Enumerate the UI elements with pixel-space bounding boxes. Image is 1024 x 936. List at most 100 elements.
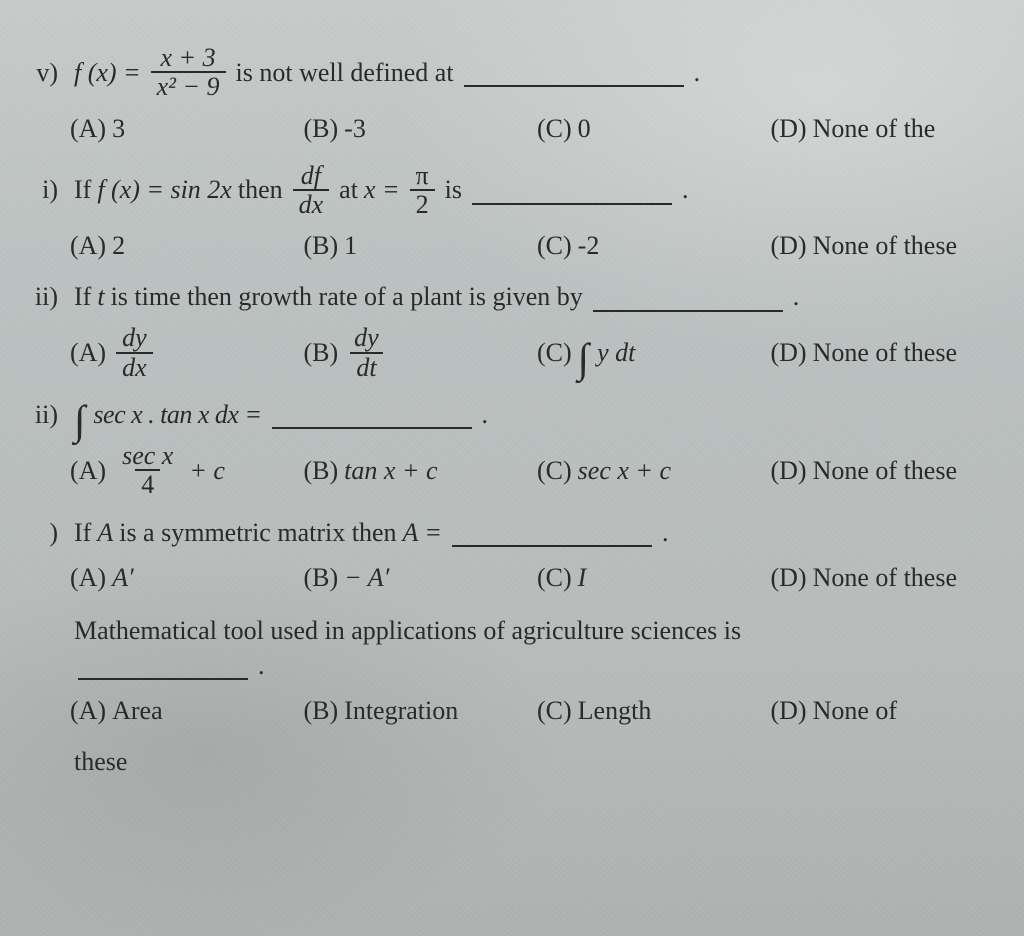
fraction-num: df [295,162,327,189]
opt-label: (A) [70,335,106,370]
option-a[interactable]: (A) 3 [70,111,294,146]
integral-icon: ∫ [578,346,589,371]
fraction-num: x + 3 [155,44,222,71]
q-number: i) [12,172,62,207]
is: is [445,172,462,207]
q-stem: Mathematical tool used in applications o… [74,613,994,648]
opt-label: (C) [537,693,572,728]
pi-over-2: π 2 [410,162,435,219]
option-d[interactable]: (D) None of the [771,111,995,146]
question-v: v) f (x) = x + 3 x² − 9 is not well defi… [12,44,994,146]
opt-value: None of these [813,560,957,595]
option-c[interactable]: (C) Length [537,693,761,728]
option-b[interactable]: (B) 1 [304,228,528,263]
q-stem: If f (x) = sin 2x then df dx at x = π 2 … [74,162,994,219]
period: . [258,648,265,683]
opt-label: (C) [537,111,572,146]
fraction-num: dy [116,324,153,351]
q-stem: If t is time then growth rate of a plant… [74,279,994,314]
options: (A) 3 (B) -3 (C) 0 (D) None of the [70,111,994,146]
answer-blank[interactable] [452,518,652,547]
opt-label: (D) [771,335,807,370]
options: (A) Area (B) Integration (C) Length (D) … [70,693,994,728]
answer-blank[interactable] [593,282,783,311]
opt-value: I [578,560,587,595]
option-c[interactable]: (C) I [537,560,761,595]
period: . [482,397,489,432]
at: at [339,172,358,207]
opt-label: (B) [304,111,339,146]
option-c[interactable]: (C) -2 [537,228,761,263]
option-c[interactable]: (C) 0 [537,111,761,146]
period: . [682,172,689,207]
opt-value: Integration [344,693,458,728]
fraction-den: dx [116,352,153,381]
option-b[interactable]: (B) dy dt [304,324,528,381]
option-a[interactable]: (A) sec x 4 + c [70,442,294,499]
if: If [74,172,91,207]
option-b[interactable]: (B) -3 [304,111,528,146]
option-b[interactable]: (B) Integration [304,693,528,728]
option-d[interactable]: (D) None of [771,693,995,728]
option-d[interactable]: (D) None of these [771,228,995,263]
option-d[interactable]: (D) None of these [771,324,995,381]
opt-value: None of these [813,453,957,488]
opt-value: None of the [813,111,936,146]
then: then [238,172,283,207]
option-d[interactable]: (D) None of these [771,560,995,595]
opt-value: 2 [112,228,125,263]
opt-value: None of these [813,335,957,370]
question-ix: ) If A is a symmetric matrix then A = . … [12,515,994,595]
q-number: ii) [12,397,62,432]
opt-label: (D) [771,693,807,728]
option-d[interactable]: (D) None of these [771,442,995,499]
opt-value: 0 [578,111,591,146]
opt-label: (A) [70,560,106,595]
opt-value: None of [813,693,897,728]
options: (A) 2 (B) 1 (C) -2 (D) None of these [70,228,994,263]
opt-value: None of these [813,228,957,263]
answer-blank[interactable] [464,58,684,87]
blank-row: . [74,648,994,683]
opt-label: (A) [70,693,106,728]
option-a[interactable]: (A) 2 [70,228,294,263]
option-a[interactable]: (A) Area [70,693,294,728]
option-c[interactable]: (C) ∫ y dt [537,324,761,381]
opt-label: (D) [771,228,807,263]
if: If [74,279,91,314]
opt-label: (A) [70,111,106,146]
answer-blank[interactable] [272,400,472,429]
option-b[interactable]: (B) − A′ [304,560,528,595]
opt-label: (C) [537,228,572,263]
opt-label: (C) [537,453,572,488]
dy-dx: dy dx [116,324,153,381]
fraction-den: dx [293,189,330,218]
opt-label: (D) [771,111,807,146]
options: (A) dy dx (B) dy dt (C) ∫ y dt (D) [70,324,994,381]
stem-text: is time then growth rate of a plant is g… [111,279,583,314]
question-vi: i) If f (x) = sin 2x then df dx at x = π… [12,162,994,264]
option-a[interactable]: (A) dy dx [70,324,294,381]
opt-label: (B) [304,560,339,595]
option-b[interactable]: (B) tan x + c [304,442,528,499]
opt-value: -3 [344,111,366,146]
q-number: v) [12,55,62,90]
opt-value: -2 [578,228,600,263]
opt-label: (A) [70,453,106,488]
option-c[interactable]: (C) sec x + c [537,442,761,499]
stem-text: is a symmetric matrix then [119,515,396,550]
fraction-den: x² − 9 [151,71,226,100]
period: . [694,55,701,90]
secx-over-4: sec x 4 [116,442,179,499]
q-stem: If A is a symmetric matrix then A = . [74,515,994,550]
opt-value: Area [112,693,163,728]
fraction-num: sec x [116,442,179,469]
opt-label: (D) [771,560,807,595]
integrand: sec x . tan x dx = [93,397,261,432]
q-number: ) [12,515,62,550]
answer-blank[interactable] [78,651,248,680]
opt-value: A′ [112,560,134,595]
fraction-num: π [410,162,435,189]
option-a[interactable]: (A) A′ [70,560,294,595]
answer-blank[interactable] [472,175,672,204]
